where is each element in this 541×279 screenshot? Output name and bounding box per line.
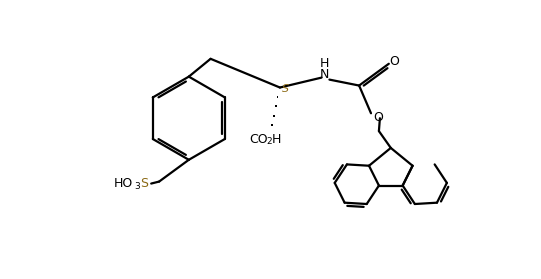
Text: HO: HO (114, 177, 133, 190)
Text: S: S (140, 177, 148, 190)
Text: CO: CO (249, 133, 267, 146)
Text: H: H (271, 133, 281, 146)
Text: 3: 3 (135, 182, 140, 191)
Text: 2: 2 (266, 138, 272, 146)
Text: O: O (373, 111, 383, 124)
Text: O: O (389, 55, 399, 68)
Text: N: N (320, 68, 329, 81)
Text: S: S (282, 83, 289, 93)
Text: H: H (320, 57, 329, 70)
